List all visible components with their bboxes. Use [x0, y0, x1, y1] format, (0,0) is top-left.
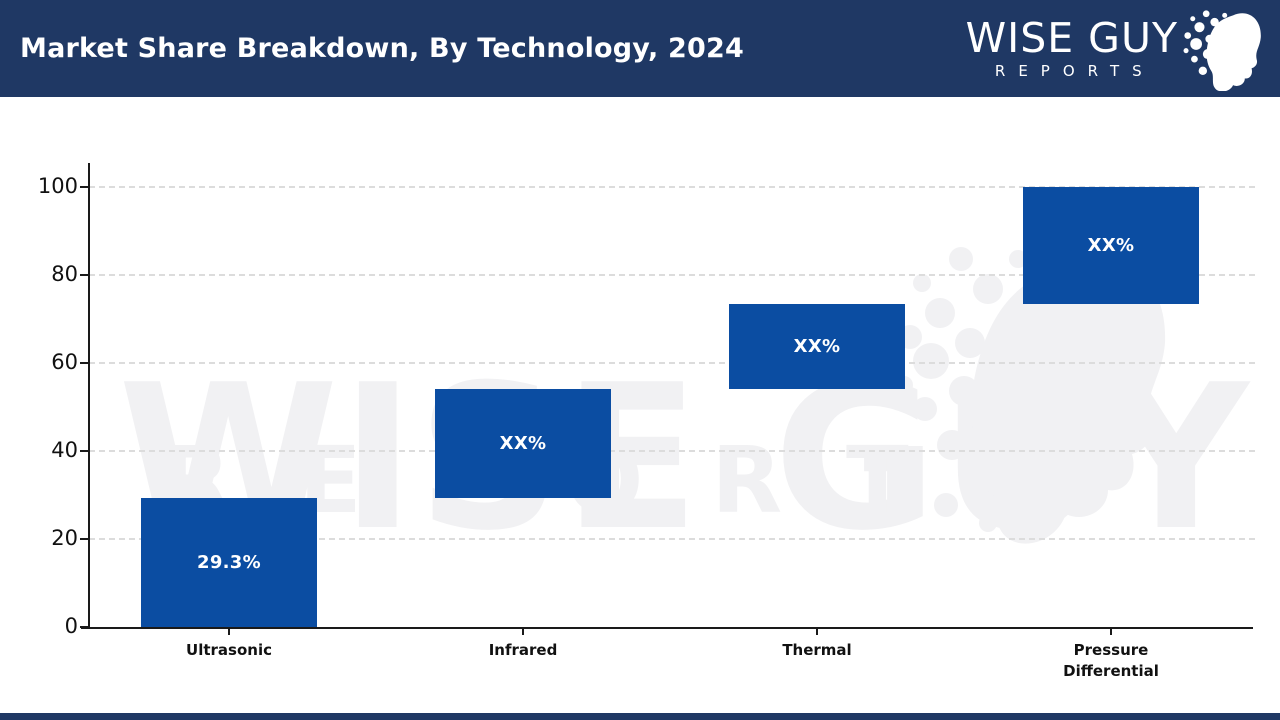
x-tick-mark [228, 627, 230, 635]
gridline [89, 186, 1255, 188]
wiseguy-logo-subtitle: REPORTS [994, 61, 1155, 80]
wiseguy-logo-text: WISE GUY REPORTS [965, 13, 1178, 80]
x-tick-label: Thermal [782, 641, 852, 659]
y-tick-label: 100 [37, 174, 78, 198]
y-tick-mark [80, 538, 89, 540]
x-tick-label: Pressure Differential [1063, 641, 1159, 680]
y-tick-label: 80 [51, 262, 78, 286]
wiseguy-logo: WISE GUY REPORTS [966, 7, 1266, 91]
chart-area: WISE GUY REPORTS 0 20 40 60 80 100 29.3% Ultras… [0, 97, 1280, 713]
x-tick-mark [816, 627, 818, 635]
x-tick-label: Infrared [488, 641, 558, 659]
gridline [89, 274, 1255, 276]
x-tick-mark [1110, 627, 1112, 635]
y-tick-mark [80, 626, 89, 628]
gridline [89, 538, 1255, 540]
wiseguy-logo-wordmark: WISE GUY [965, 13, 1178, 62]
x-tick-label: Ultrasonic [186, 641, 272, 659]
y-tick-label: 60 [51, 350, 78, 374]
wiseguy-face-icon [1183, 9, 1261, 91]
y-tick-mark [80, 274, 89, 276]
bar-value-label: XX% [793, 335, 841, 357]
bar-value-label: XX% [499, 433, 547, 455]
y-tick-mark [80, 362, 89, 364]
bar: XX% [1023, 187, 1199, 304]
y-tick-label: 40 [51, 438, 78, 462]
y-tick-mark [80, 186, 89, 188]
page-title: Market Share Breakdown, By Technology, 2… [20, 33, 745, 64]
bar-value-label: XX% [1087, 234, 1135, 256]
bar: XX% [729, 303, 905, 390]
gridline [89, 450, 1255, 452]
bar: 29.3% [141, 498, 317, 627]
header-bar: Market Share Breakdown, By Technology, 2… [0, 0, 1280, 97]
x-axis-line [81, 627, 1253, 629]
x-tick-mark [522, 627, 524, 635]
footer-bar [0, 713, 1280, 720]
bar-value-label: 29.3% [197, 552, 261, 574]
gridline [89, 362, 1255, 364]
bar: XX% [435, 389, 611, 499]
y-tick-label: 20 [51, 526, 78, 550]
y-tick-mark [80, 450, 89, 452]
y-tick-label: 0 [64, 614, 78, 638]
y-axis-line [88, 163, 90, 629]
